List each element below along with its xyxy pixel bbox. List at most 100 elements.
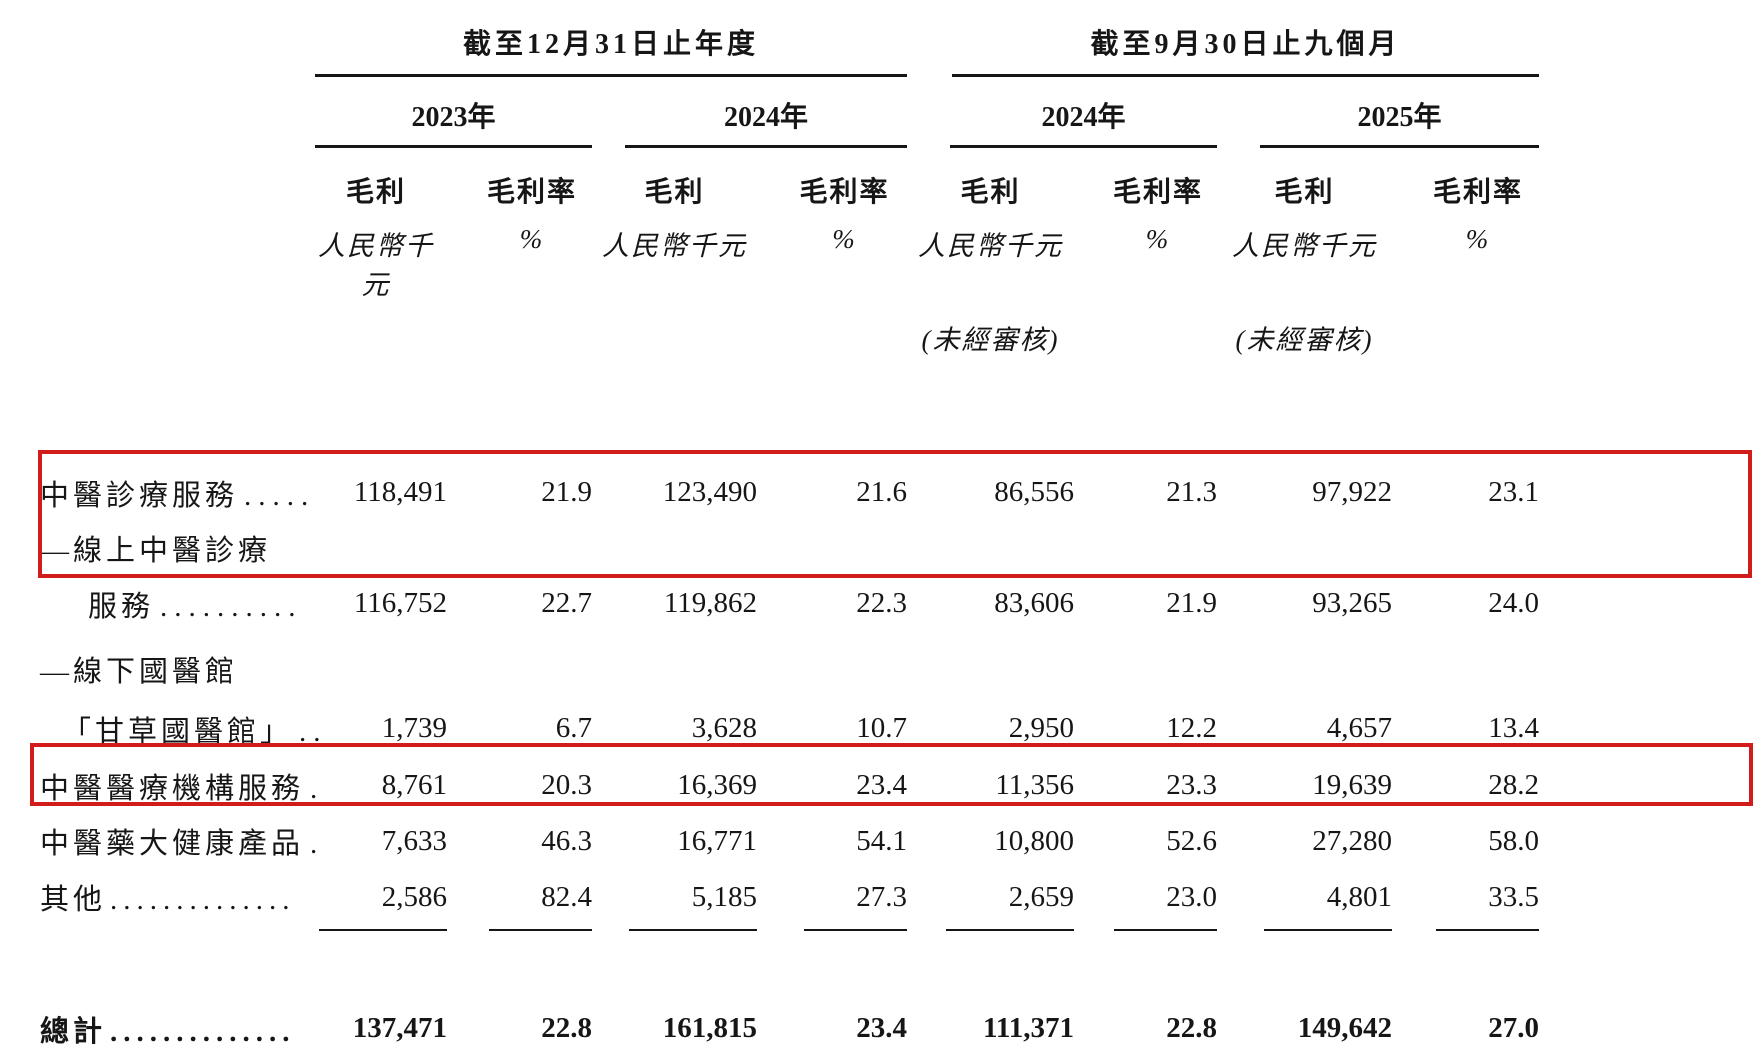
cell-value: 23.4 [856, 1012, 907, 1044]
col-header-gross-margin: 毛利率 [799, 177, 890, 208]
cell-value: 6.7 [555, 712, 592, 744]
column-rule [1114, 929, 1217, 931]
period-group-annual: 截至12月31日止年度 [315, 22, 907, 77]
cell-value: 28.2 [1488, 769, 1539, 801]
row-label: 中醫診療服務..... [0, 472, 308, 514]
row-label: 其他.............. [0, 876, 305, 918]
col-header-gross-margin: 毛利率 [486, 177, 577, 208]
cell-value: 86,556 [994, 476, 1074, 508]
cell-value: 3,628 [691, 712, 757, 744]
period-group-header-row: 截至12月31日止年度 截至9月30日止九個月 [0, 22, 1759, 77]
cell-value: 16,369 [677, 769, 757, 801]
cell-value: 22.3 [856, 587, 907, 619]
row-label: 中醫醫療機構服務. [0, 765, 317, 807]
cell-value: 5,185 [691, 880, 757, 913]
column-rule [1264, 929, 1392, 931]
col-header-gross-profit: 毛利 [960, 177, 1021, 208]
cell-value: 93,265 [1312, 587, 1392, 619]
col-header-gross-margin: 毛利率 [1432, 177, 1523, 208]
unit-percent: % [1145, 224, 1171, 254]
cell-value: 8,761 [381, 769, 447, 801]
cell-value: 2,950 [1008, 712, 1074, 744]
cell-value: 21.6 [856, 476, 907, 508]
cell-value: 27.3 [856, 880, 907, 913]
row-label: 「甘草國醫館」.. [0, 708, 321, 750]
cell-value: 116,752 [353, 587, 447, 619]
cell-value: 2,586 [381, 880, 447, 913]
year-2024-9m: 2024年 [950, 95, 1217, 148]
table-row-online-tcm-values: 服務.......... 116,752 22.7 119,862 22.3 8… [0, 576, 1759, 631]
unit-rmb-thousand: 人民幣千元 [602, 231, 747, 261]
cell-value: 82.4 [541, 880, 592, 913]
cell-value: 161,815 [662, 1012, 757, 1044]
year-header-row: 2023年 2024年 2024年 2025年 [0, 95, 1759, 148]
period-group-nine-months: 截至9月30日止九個月 [952, 22, 1539, 77]
cell-value: 23.0 [1166, 880, 1217, 913]
unit-rmb-thousand: 人民幣千元 [1232, 231, 1377, 261]
cell-value: 19,639 [1312, 769, 1392, 801]
cell-value: 22.8 [1166, 1012, 1217, 1044]
cell-value: 22.8 [541, 1012, 592, 1044]
cell-value: 24.0 [1488, 587, 1539, 619]
col-header-gross-profit: 毛利 [1274, 177, 1335, 208]
unit-percent: % [832, 224, 857, 254]
table-row-tcm-health-products: 中醫藥大健康產品. 7,633 46.3 16,771 54.1 10,800 … [0, 813, 1759, 869]
cell-value: 137,471 [352, 1012, 447, 1044]
leader-dots: . [310, 772, 325, 805]
year-2023: 2023年 [315, 95, 592, 148]
cell-value: 118,491 [353, 476, 447, 508]
unit-rmb-thousand: 人民幣千元 [918, 231, 1063, 261]
col-header-gross-profit: 毛利 [644, 177, 705, 208]
unit-percent: % [519, 224, 545, 254]
cell-value: 7,633 [381, 824, 447, 857]
row-label-text: 其他 [40, 884, 107, 916]
cell-value: 46.3 [541, 824, 592, 857]
row-label-text: 服務 [88, 590, 155, 623]
cell-value: 119,862 [663, 587, 757, 619]
col-header-gross-margin: 毛利率 [1112, 177, 1203, 208]
cell-value: 23.4 [856, 769, 907, 801]
cell-value: 2,659 [1008, 880, 1074, 913]
cell-value: 13.4 [1488, 712, 1539, 744]
col-header-gross-profit: 毛利 [345, 177, 406, 208]
cell-value: 22.7 [541, 587, 592, 619]
column-rule [1436, 929, 1539, 931]
column-rule [629, 929, 757, 931]
row-label: 中醫藥大健康產品. [0, 820, 317, 862]
row-label-text: 總計 [40, 1015, 107, 1048]
cell-value: 20.3 [541, 769, 592, 801]
row-label: —線下國醫館 [40, 655, 239, 688]
cell-value: 4,801 [1326, 880, 1392, 913]
row-label-text: 「甘草國醫館」 [62, 715, 294, 748]
cell-value: 33.5 [1488, 880, 1539, 913]
cell-value: 23.1 [1488, 476, 1539, 508]
row-label-text: 中醫藥大健康產品 [40, 828, 305, 860]
row-label: 總計.............. [0, 1008, 305, 1048]
table-row-tcm-diagnosis-services: 中醫診療服務..... 118,491 21.9 123,490 21.6 86… [0, 465, 1759, 520]
cell-value: 58.0 [1488, 824, 1539, 857]
cell-value: 54.1 [856, 824, 907, 857]
cell-value: 1,739 [381, 712, 447, 744]
cell-value: 21.9 [1166, 587, 1217, 619]
cell-value: 11,356 [995, 769, 1074, 801]
table-row-tcm-institution-services: 中醫醫療機構服務. 8,761 20.3 16,369 23.4 11,356 … [0, 758, 1759, 813]
cell-value: 4,657 [1326, 712, 1392, 744]
year-2025-9m: 2025年 [1260, 95, 1539, 148]
leader-dots: .............. [110, 884, 296, 916]
cell-value: 10,800 [994, 824, 1074, 857]
unaudited-header-row: (未經審核) (未經審核) [0, 318, 1759, 357]
leader-dots: . [310, 828, 325, 860]
leader-dots: .......... [160, 590, 303, 623]
table-row-total: 總計.............. 137,471 22.8 161,815 23… [0, 1001, 1759, 1048]
leader-dots: ..... [244, 479, 316, 512]
cell-value: 21.3 [1166, 476, 1217, 508]
table-row-offline-clinic-label: —線下國醫館 [0, 641, 1759, 696]
cell-value: 97,922 [1312, 476, 1392, 508]
cell-value: 27,280 [1312, 824, 1392, 857]
cell-value: 83,606 [994, 587, 1074, 619]
subtotal-rule-row [0, 929, 1759, 931]
cell-value: 12.2 [1166, 712, 1217, 744]
unit-percent: % [1465, 224, 1491, 254]
unaudited-note: (未經審核) [1235, 325, 1374, 355]
